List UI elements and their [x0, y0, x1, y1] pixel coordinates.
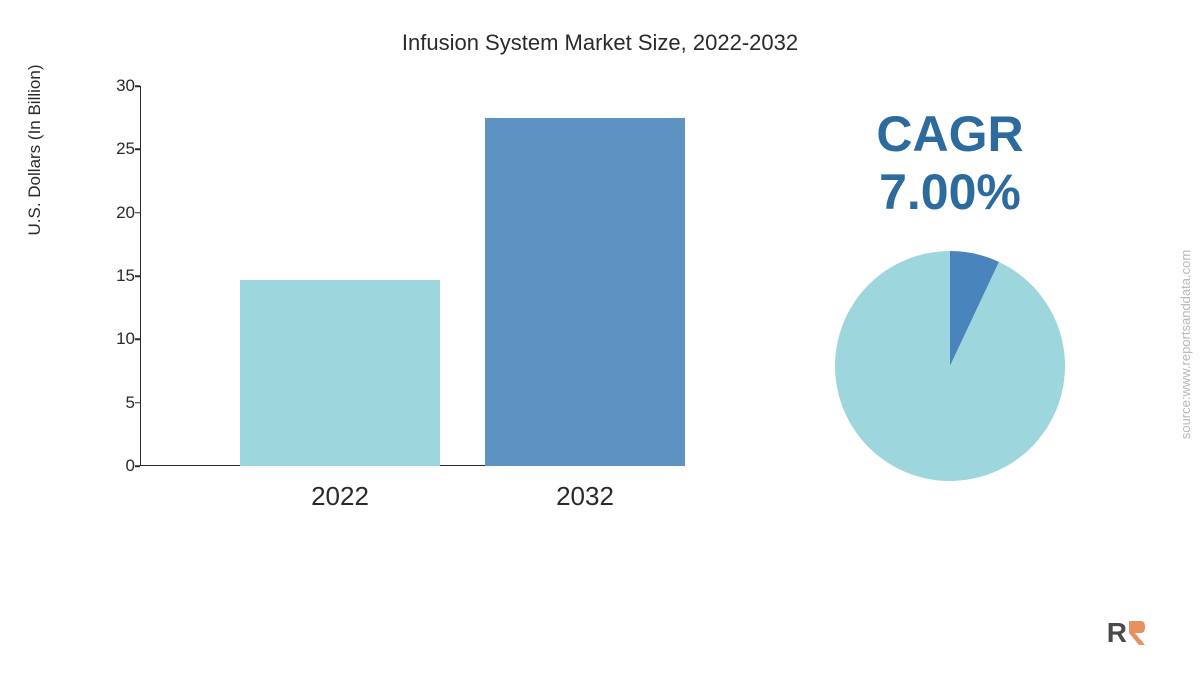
cagr-section: CAGR 7.00% [750, 106, 1150, 481]
pie-slice-1 [835, 251, 1065, 481]
source-attribution: source:www.reportsanddata.com [1178, 250, 1193, 439]
x-label-2022: 2022 [290, 481, 390, 512]
content-area: U.S. Dollars (In Billion) 051015202530 2… [50, 86, 1150, 644]
y-tick-label: 15 [115, 266, 135, 286]
y-tick-label: 30 [115, 76, 135, 96]
y-tick-mark [135, 275, 140, 277]
bar-chart: U.S. Dollars (In Billion) 051015202530 2… [80, 86, 690, 536]
x-label-2032: 2032 [535, 481, 635, 512]
logo: R [1107, 617, 1145, 649]
y-tick-mark [135, 402, 140, 404]
y-tick-mark [135, 212, 140, 214]
cagr-label-line1: CAGR [876, 106, 1023, 164]
cagr-text: CAGR 7.00% [876, 106, 1023, 221]
y-tick-mark [135, 85, 140, 87]
logo-letter: R [1107, 617, 1127, 649]
y-tick-mark [135, 149, 140, 151]
y-axis-label: U.S. Dollars (In Billion) [25, 65, 45, 236]
y-tick-mark [135, 339, 140, 341]
y-tick-mark [135, 465, 140, 467]
bar-2022 [240, 280, 440, 466]
y-tick-label: 5 [115, 393, 135, 413]
pie-chart [835, 251, 1065, 481]
bar-2032 [485, 118, 685, 466]
y-tick-label: 10 [115, 329, 135, 349]
chart-title: Infusion System Market Size, 2022-2032 [50, 30, 1150, 56]
logo-icon [1129, 621, 1145, 645]
y-tick-label: 0 [115, 456, 135, 476]
y-tick-label: 25 [115, 139, 135, 159]
y-tick-label: 20 [115, 203, 135, 223]
cagr-label-line2: 7.00% [876, 164, 1023, 222]
